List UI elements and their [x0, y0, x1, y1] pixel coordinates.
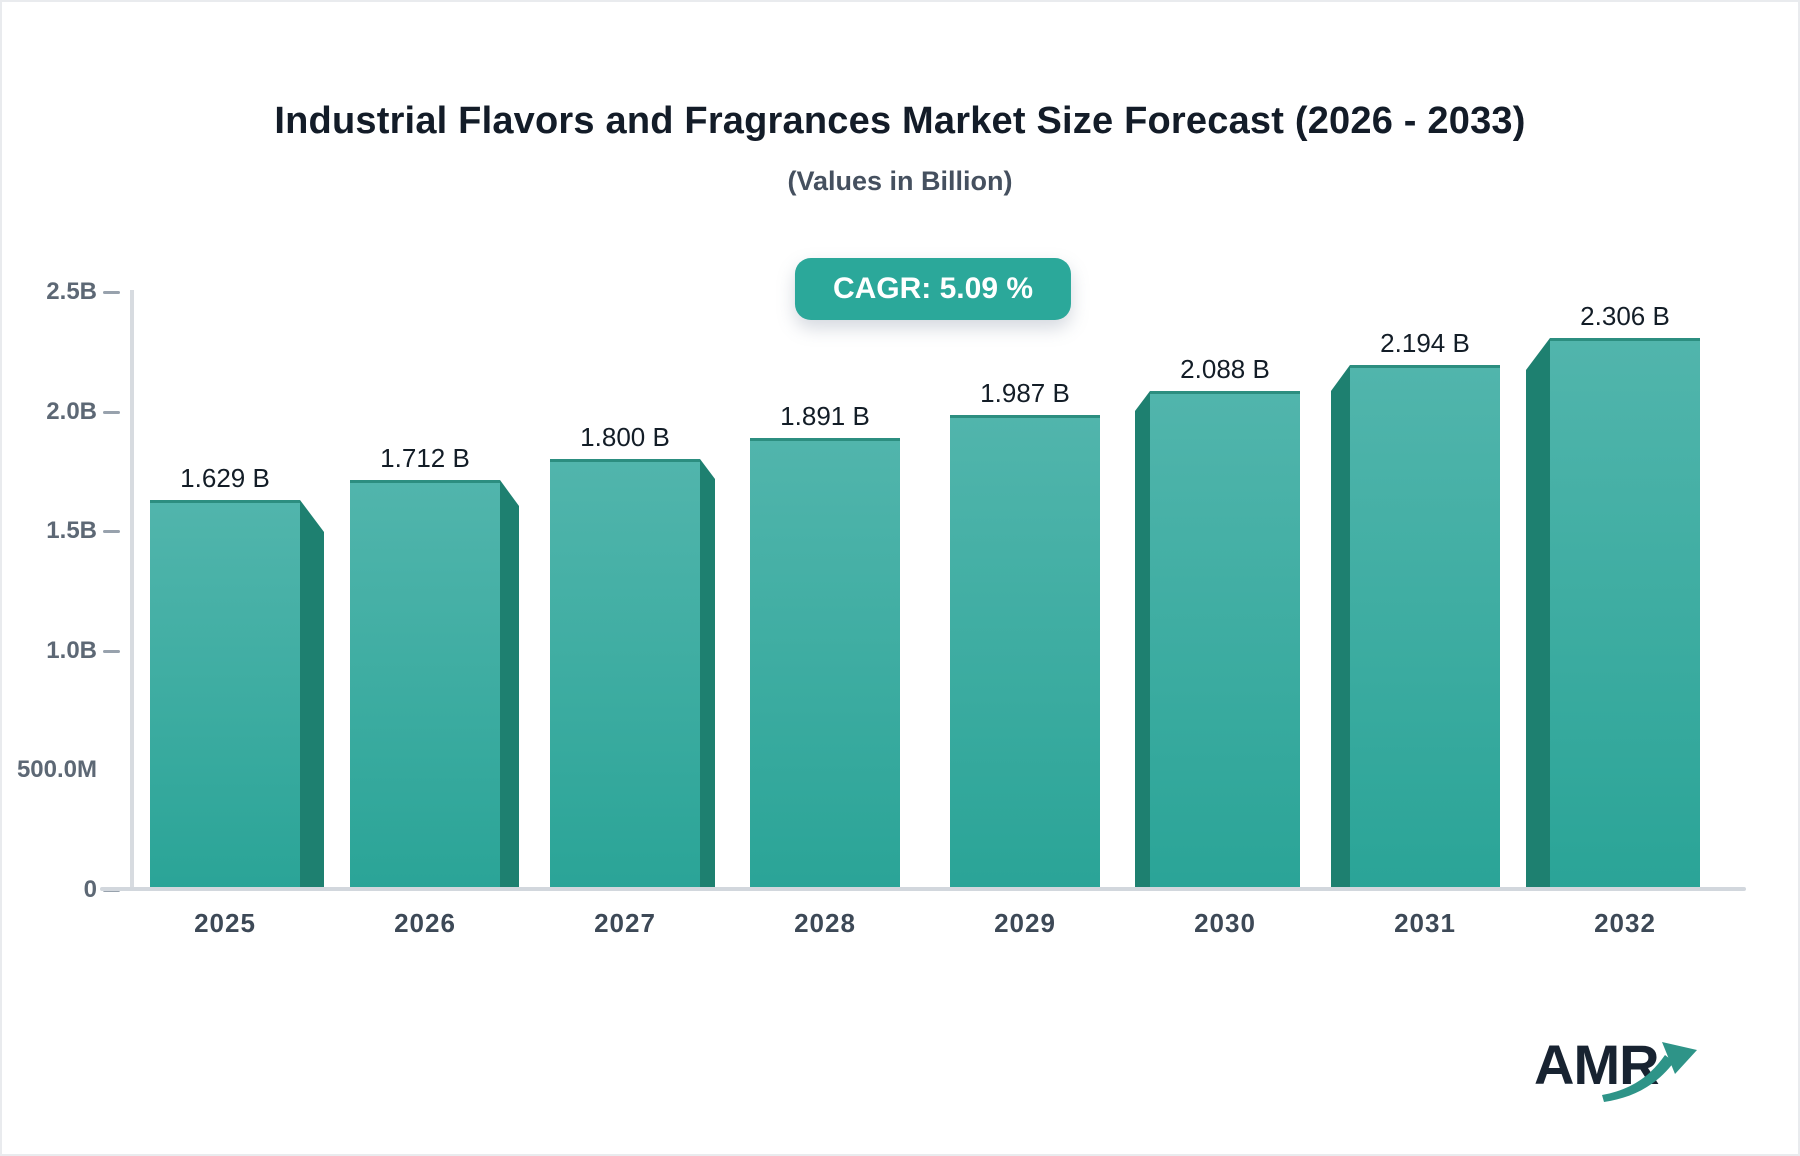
- bar-side-face: [700, 459, 715, 890]
- bar-value-label: 2.088 B: [1180, 354, 1270, 384]
- y-axis-label: 2.5B: [46, 278, 97, 305]
- y-axis-tick: [103, 650, 120, 653]
- bar-side-face: [1331, 365, 1350, 890]
- bar-2027: [550, 459, 700, 890]
- bar-2032: [1550, 338, 1700, 890]
- x-axis-label: 2025: [194, 908, 256, 938]
- x-axis-label: 2030: [1194, 908, 1256, 938]
- bar-value-label: 1.891 B: [780, 401, 870, 431]
- bar-value-label: 1.629 B: [180, 463, 270, 493]
- chart-subtitle: (Values in Billion): [787, 166, 1013, 196]
- growth-arrow-icon: [1602, 1042, 1697, 1102]
- bar-value-label: 2.306 B: [1580, 301, 1670, 331]
- y-axis-tick: [103, 291, 120, 294]
- y-axis-tick: [103, 411, 120, 414]
- bar-value-label: 1.987 B: [980, 378, 1070, 408]
- bar-value-label: 1.712 B: [380, 443, 470, 473]
- bar-side-face: [1135, 391, 1150, 890]
- x-axis-line: [100, 887, 1746, 891]
- x-axis-label: 2031: [1394, 908, 1456, 938]
- bar-2029: [950, 415, 1100, 890]
- bar-2031: [1350, 365, 1500, 890]
- y-axis-line: [130, 290, 134, 890]
- bar-2026: [350, 480, 500, 890]
- x-axis-label: 2027: [594, 908, 656, 938]
- chart-title: Industrial Flavors and Fragrances Market…: [274, 100, 1526, 142]
- bar-side-face: [300, 500, 324, 890]
- y-axis-label: 500.0M: [16, 756, 97, 783]
- y-axis-label: 1.0B: [46, 637, 97, 664]
- x-axis-label: 2029: [994, 908, 1056, 938]
- y-axis-label: 0: [83, 876, 97, 903]
- y-axis-tick: [103, 530, 120, 533]
- bar-value-label: 1.800 B: [580, 422, 670, 452]
- bar-side-face: [500, 480, 519, 890]
- x-axis-label: 2028: [794, 908, 856, 938]
- bar-2025: [150, 500, 300, 890]
- bar-2030: [1150, 391, 1300, 890]
- amr-logo: AMR: [1534, 1032, 1704, 1112]
- cagr-badge: CAGR: 5.09 %: [794, 258, 1072, 320]
- bar-side-face: [1526, 338, 1550, 890]
- y-axis-label: 1.5B: [46, 517, 97, 544]
- x-axis-label: 2032: [1594, 908, 1656, 938]
- x-axis-label: 2026: [394, 908, 456, 938]
- bar-2028: [750, 438, 900, 890]
- y-axis-label: 2.0B: [46, 398, 97, 425]
- bar-value-label: 2.194 B: [1380, 328, 1470, 358]
